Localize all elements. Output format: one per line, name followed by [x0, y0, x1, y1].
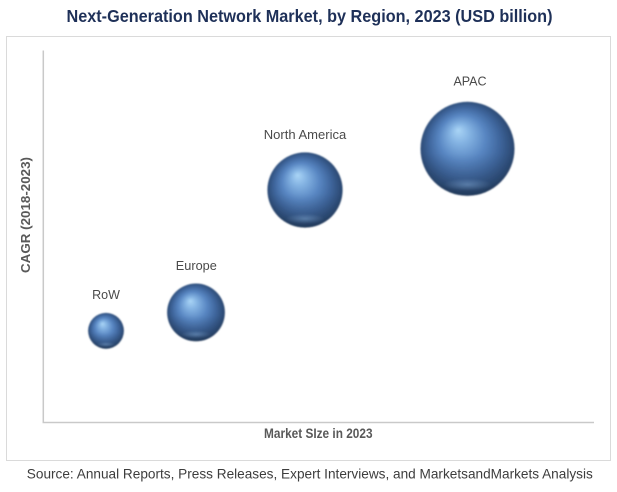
svg-text:Market SIze in 2023: Market SIze in 2023: [264, 426, 373, 441]
svg-text:APAC: APAC: [453, 75, 486, 89]
svg-text:CAGR (2018-2023): CAGR (2018-2023): [18, 157, 33, 273]
svg-text:Source: Annual Reports, Press: Source: Annual Reports, Press Releases, …: [27, 467, 593, 482]
svg-text:Next-Generation Network Market: Next-Generation Network Market, by Regio…: [67, 6, 553, 26]
svg-text:RoW: RoW: [92, 288, 120, 302]
svg-text:Europe: Europe: [176, 259, 217, 273]
svg-text:North America: North America: [264, 128, 347, 142]
